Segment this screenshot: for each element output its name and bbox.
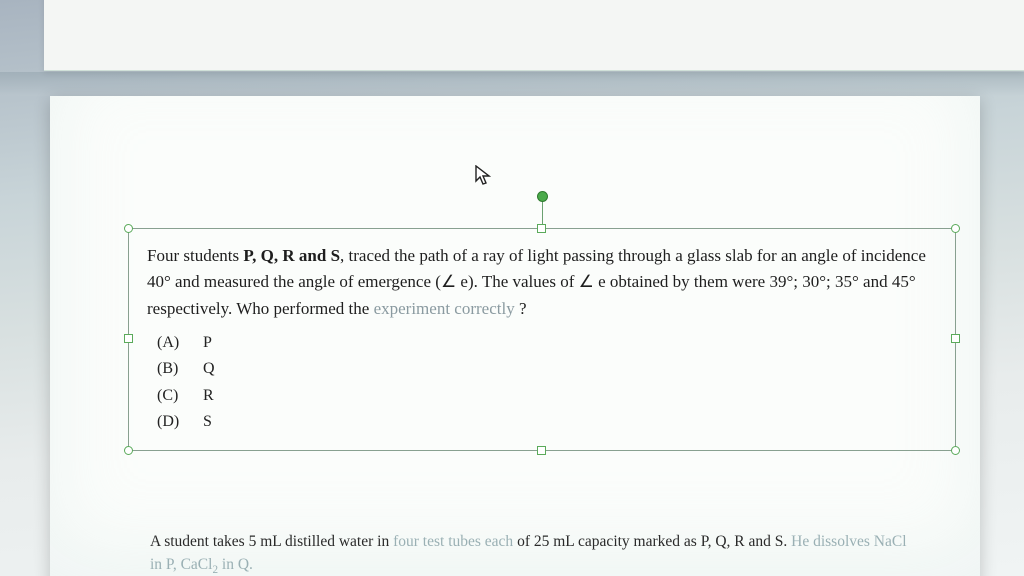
resize-handle-mr[interactable]: [951, 334, 960, 343]
question-content: Four students P, Q, R and S, traced the …: [147, 243, 937, 436]
stem-part-3: ?: [515, 299, 527, 318]
option-label: (C): [157, 383, 185, 409]
option-label: (A): [157, 330, 185, 356]
option-a: (A) P: [157, 330, 937, 356]
resize-handle-bm[interactable]: [537, 446, 546, 455]
option-c: (C) R: [157, 383, 937, 409]
option-value: Q: [203, 356, 215, 382]
option-b: (B) Q: [157, 356, 937, 382]
cursor-icon: [475, 165, 491, 187]
followup-p1: A student takes 5 mL distilled water in: [150, 533, 393, 550]
resize-handle-br[interactable]: [951, 446, 960, 455]
option-label: (D): [157, 409, 185, 435]
followup-question: A student takes 5 mL distilled water in …: [150, 530, 910, 576]
rotate-handle[interactable]: [537, 191, 548, 202]
option-value: S: [203, 409, 212, 435]
screen: Four students P, Q, R and S, traced the …: [0, 0, 1024, 576]
rotate-stem: [542, 199, 543, 225]
previous-page-fragment: [44, 0, 1024, 71]
resize-handle-ml[interactable]: [124, 334, 133, 343]
option-label: (B): [157, 356, 185, 382]
page-gap: [0, 72, 1024, 96]
resize-handle-tm[interactable]: [537, 224, 546, 233]
resize-handle-bl[interactable]: [124, 446, 133, 455]
option-value: P: [203, 330, 212, 356]
followup-faded-1: four test tubes each: [393, 533, 513, 550]
stem-faded: experiment correctly: [374, 299, 515, 318]
option-value: R: [203, 383, 214, 409]
stem-part-1: Four students: [147, 246, 243, 265]
question-textbox[interactable]: Four students P, Q, R and S, traced the …: [128, 228, 956, 451]
resize-handle-tl[interactable]: [124, 224, 133, 233]
followup-p3: in Q.: [218, 556, 253, 573]
options-list: (A) P (B) Q (C) R (D) S: [157, 330, 937, 436]
followup-p2: of 25 mL capacity marked as P, Q, R and …: [513, 533, 791, 550]
stem-bold: P, Q, R and S: [243, 246, 340, 265]
question-stem: Four students P, Q, R and S, traced the …: [147, 243, 937, 322]
resize-handle-tr[interactable]: [951, 224, 960, 233]
option-d: (D) S: [157, 409, 937, 435]
